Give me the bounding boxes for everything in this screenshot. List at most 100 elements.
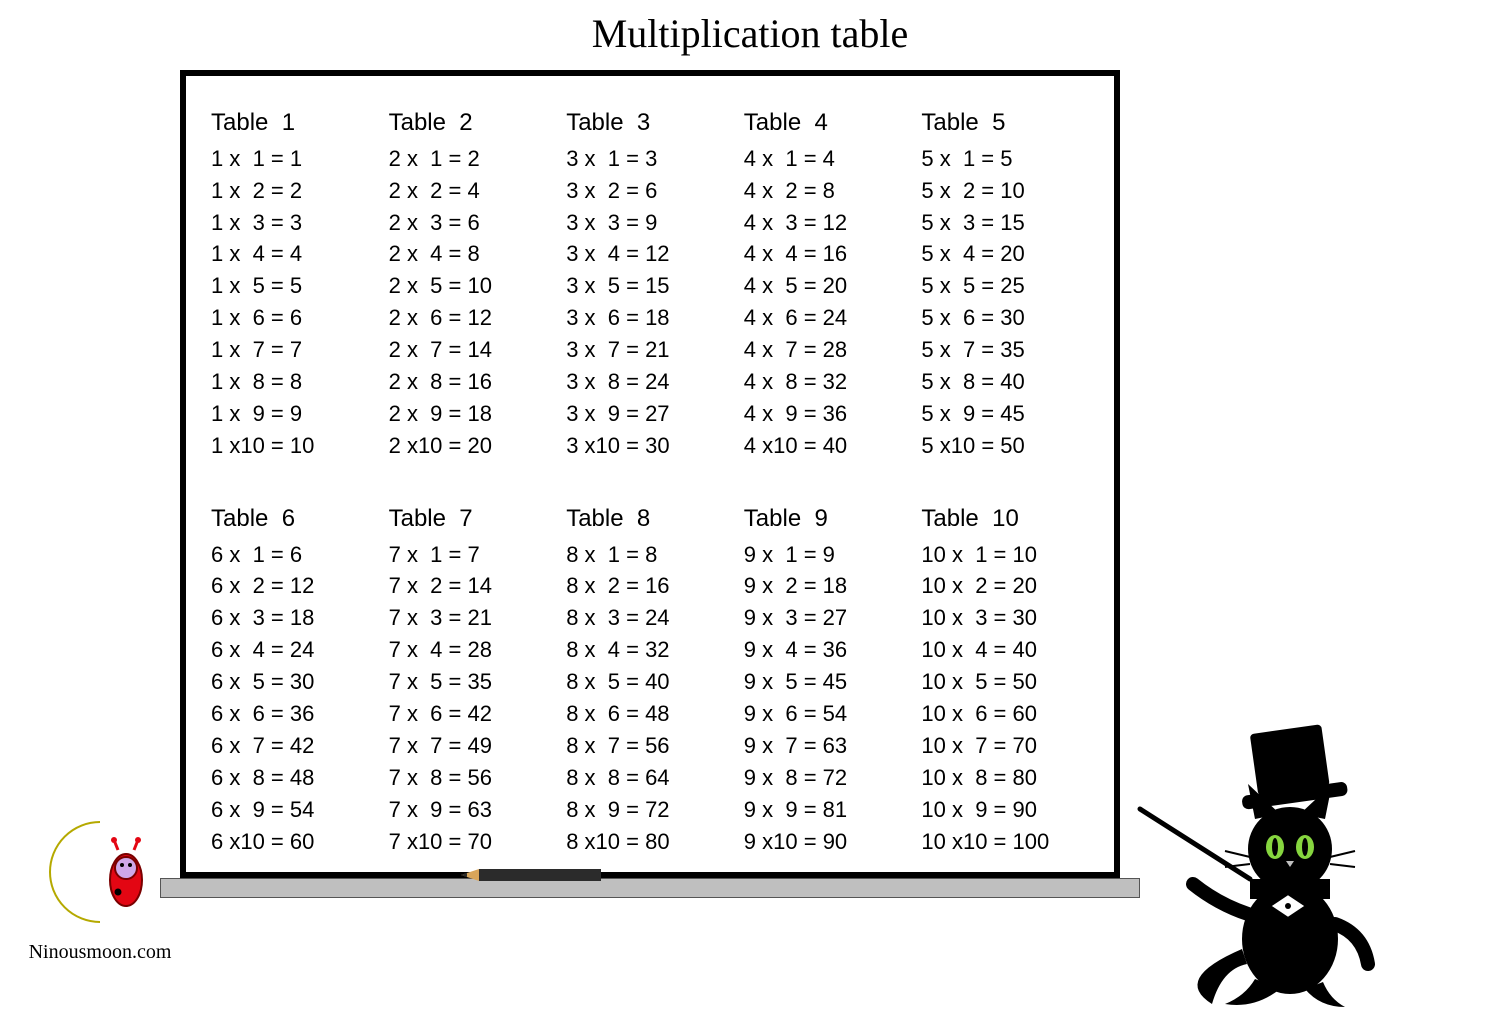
table-row: 4 x10 = 40 [744,430,912,462]
table-row: 1 x 4 = 4 [211,238,379,270]
table-row: 6 x 4 = 24 [211,634,379,666]
page-title: Multiplication table [0,10,1500,57]
times-table-5: Table 55 x 1 = 55 x 2 = 105 x 3 = 155 x … [921,106,1089,462]
table-header: Table 7 [389,502,557,537]
table-header: Table 8 [566,502,734,537]
table-row: 4 x 1 = 4 [744,143,912,175]
table-row: 7 x 9 = 63 [389,794,557,826]
table-row: 10 x 3 = 30 [921,602,1089,634]
table-row: 9 x 1 = 9 [744,539,912,571]
table-row: 5 x 6 = 30 [921,302,1089,334]
table-row: 5 x 2 = 10 [921,175,1089,207]
table-row: 7 x 6 = 42 [389,698,557,730]
table-row: 9 x 7 = 63 [744,730,912,762]
table-header: Table 3 [566,106,734,141]
table-row: 1 x 8 = 8 [211,366,379,398]
table-row: 6 x 8 = 48 [211,762,379,794]
table-header: Table 9 [744,502,912,537]
table-row: 3 x 2 = 6 [566,175,734,207]
table-row: 1 x10 = 10 [211,430,379,462]
table-row: 6 x 7 = 42 [211,730,379,762]
table-row: 4 x 8 = 32 [744,366,912,398]
table-row: 9 x 9 = 81 [744,794,912,826]
table-row: 9 x10 = 90 [744,826,912,858]
table-row: 4 x 6 = 24 [744,302,912,334]
table-row: 2 x 8 = 16 [389,366,557,398]
table-row: 1 x 1 = 1 [211,143,379,175]
table-row: 2 x 6 = 12 [389,302,557,334]
table-row: 7 x10 = 70 [389,826,557,858]
table-row: 8 x 2 = 16 [566,570,734,602]
chalk-tray [160,878,1140,898]
cat-icon [1130,689,1390,1009]
table-row: 4 x 7 = 28 [744,334,912,366]
whiteboard-container: Table 11 x 1 = 11 x 2 = 21 x 3 = 31 x 4 … [180,70,1120,898]
table-row: 8 x 9 = 72 [566,794,734,826]
table-row: 6 x 3 = 18 [211,602,379,634]
table-row: 4 x 9 = 36 [744,398,912,430]
table-header: Table 5 [921,106,1089,141]
table-row: 9 x 8 = 72 [744,762,912,794]
table-row: 9 x 5 = 45 [744,666,912,698]
table-row: 7 x 4 = 28 [389,634,557,666]
table-row: 5 x 9 = 45 [921,398,1089,430]
times-table-7: Table 77 x 1 = 77 x 2 = 147 x 3 = 217 x … [389,502,557,858]
table-row: 2 x 4 = 8 [389,238,557,270]
table-row: 3 x 6 = 18 [566,302,734,334]
table-row: 5 x 3 = 15 [921,207,1089,239]
table-row: 2 x10 = 20 [389,430,557,462]
table-row: 4 x 2 = 8 [744,175,912,207]
table-row: 2 x 7 = 14 [389,334,557,366]
table-row: 10 x 1 = 10 [921,539,1089,571]
table-row: 6 x10 = 60 [211,826,379,858]
table-row: 10 x 4 = 40 [921,634,1089,666]
table-row: 1 x 2 = 2 [211,175,379,207]
table-row: 5 x 5 = 25 [921,270,1089,302]
tables-grid: Table 11 x 1 = 11 x 2 = 21 x 3 = 31 x 4 … [211,106,1089,857]
table-row: 10 x10 = 100 [921,826,1089,858]
table-row: 1 x 9 = 9 [211,398,379,430]
table-row: 3 x 7 = 21 [566,334,734,366]
table-row: 3 x 1 = 3 [566,143,734,175]
table-row: 3 x 9 = 27 [566,398,734,430]
table-header: Table 4 [744,106,912,141]
table-row: 2 x 9 = 18 [389,398,557,430]
table-row: 6 x 9 = 54 [211,794,379,826]
times-table-4: Table 44 x 1 = 44 x 2 = 84 x 3 = 124 x 4… [744,106,912,462]
table-row: 2 x 5 = 10 [389,270,557,302]
table-header: Table 6 [211,502,379,537]
table-header: Table 2 [389,106,557,141]
table-row: 8 x 5 = 40 [566,666,734,698]
table-row: 8 x 3 = 24 [566,602,734,634]
table-row: 1 x 5 = 5 [211,270,379,302]
table-row: 10 x 6 = 60 [921,698,1089,730]
cat-mascot [1130,689,1350,1014]
times-table-10: Table 1010 x 1 = 1010 x 2 = 2010 x 3 = 3… [921,502,1089,858]
table-row: 3 x 3 = 9 [566,207,734,239]
moon-logo-icon [30,812,170,932]
table-row: 8 x10 = 80 [566,826,734,858]
table-row: 7 x 8 = 56 [389,762,557,794]
table-row: 7 x 5 = 35 [389,666,557,698]
site-logo: Ninousmoon.com [20,812,180,964]
table-row: 7 x 1 = 7 [389,539,557,571]
table-row: 3 x10 = 30 [566,430,734,462]
table-row: 2 x 1 = 2 [389,143,557,175]
table-row: 5 x 1 = 5 [921,143,1089,175]
table-row: 5 x 4 = 20 [921,238,1089,270]
logo-caption: Ninousmoon.com [20,941,180,964]
pencil-icon [461,869,601,881]
times-table-2: Table 22 x 1 = 22 x 2 = 42 x 3 = 62 x 4 … [389,106,557,462]
table-row: 3 x 8 = 24 [566,366,734,398]
table-row: 4 x 4 = 16 [744,238,912,270]
table-header: Table 10 [921,502,1089,537]
table-row: 5 x 7 = 35 [921,334,1089,366]
table-row: 6 x 1 = 6 [211,539,379,571]
table-row: 4 x 5 = 20 [744,270,912,302]
table-row: 9 x 6 = 54 [744,698,912,730]
table-row: 3 x 5 = 15 [566,270,734,302]
table-row: 5 x 8 = 40 [921,366,1089,398]
table-row: 10 x 7 = 70 [921,730,1089,762]
table-row: 3 x 4 = 12 [566,238,734,270]
table-row: 9 x 3 = 27 [744,602,912,634]
